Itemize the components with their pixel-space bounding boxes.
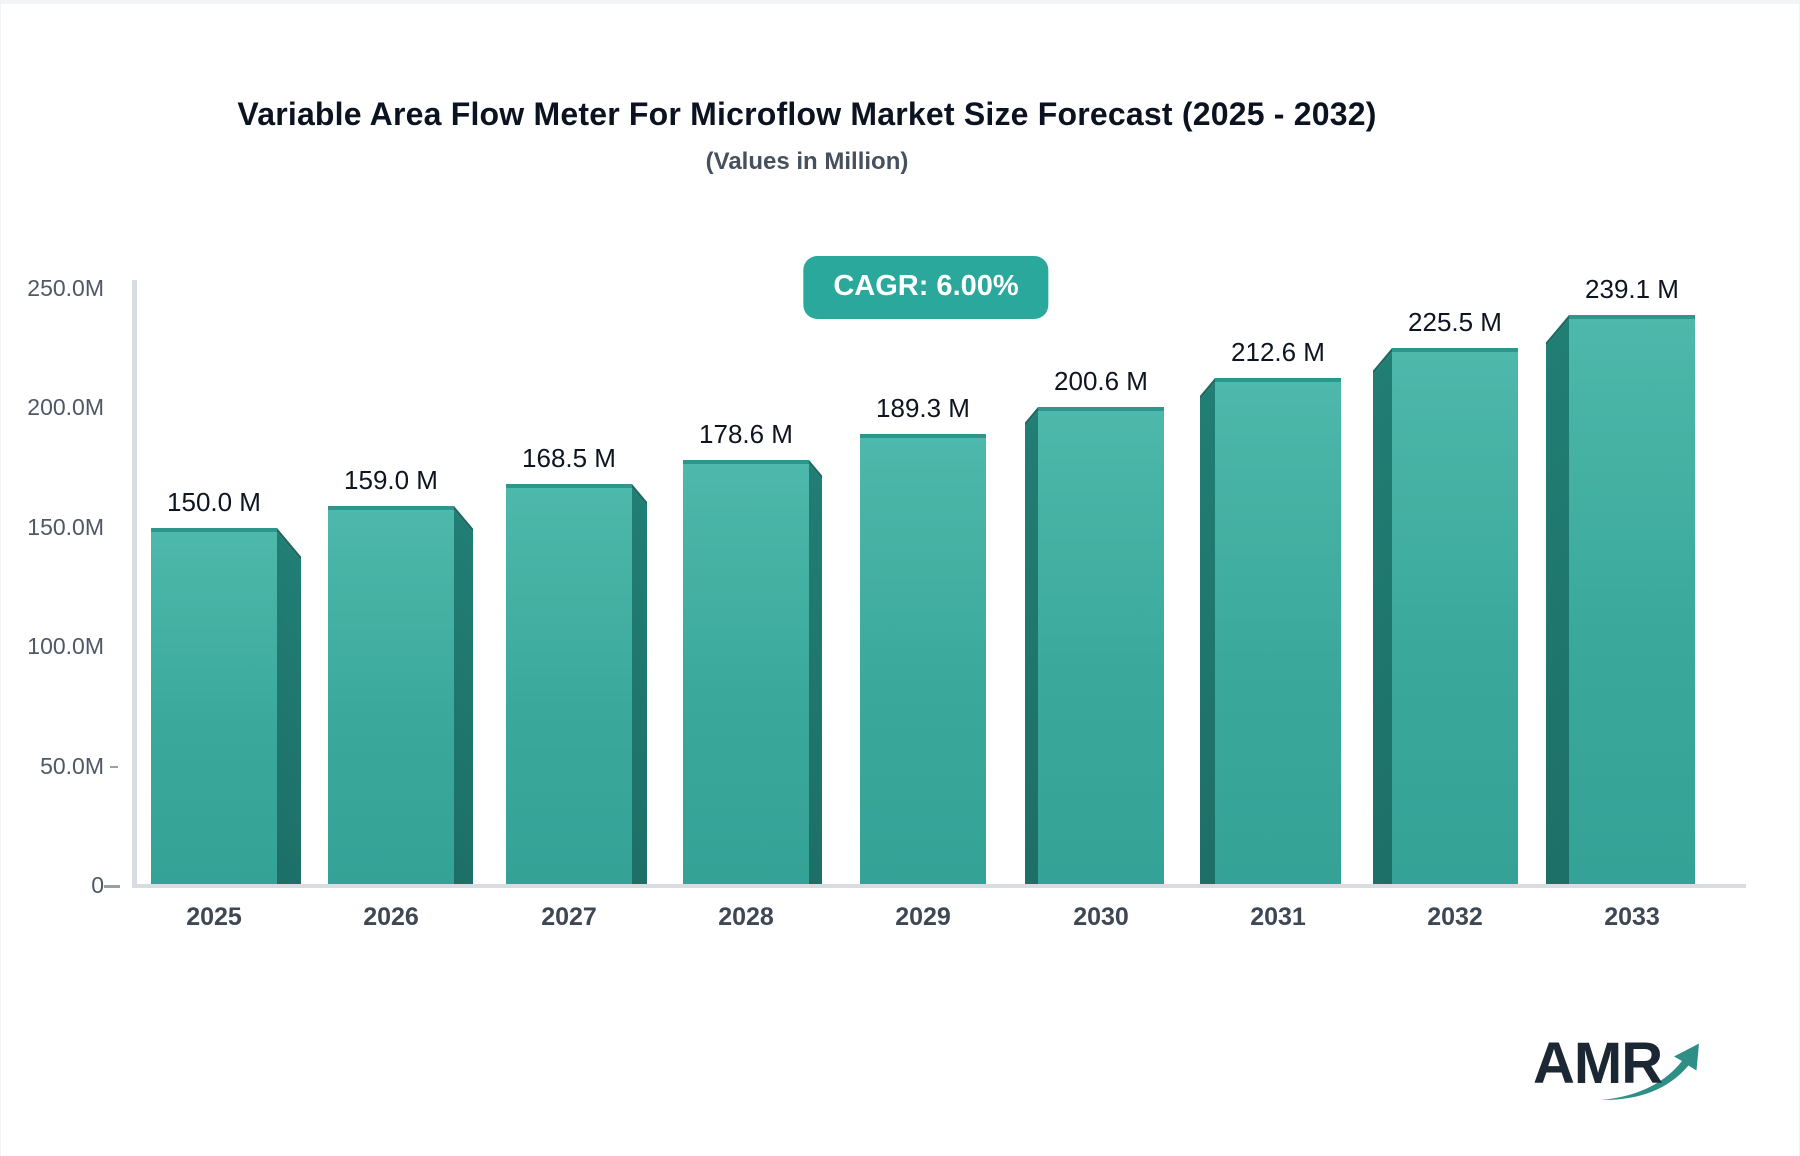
bar-value-label: 225.5 M [1408,307,1502,337]
x-axis-label-2030: 2030 [1073,903,1129,931]
bar-2032 [1392,348,1518,886]
bar-2031 [1215,378,1341,886]
bar-2028 [683,460,809,886]
bar-value-label: 159.0 M [344,465,438,495]
bar-value-label: 239.1 M [1585,274,1679,304]
x-axis-label-2031: 2031 [1250,903,1306,931]
y-axis-label-150.0M: 150.0M [27,514,104,540]
chart-title: Variable Area Flow Meter For Microflow M… [237,96,1377,132]
bar-value-label: 168.5 M [522,443,616,473]
bar-2027 [506,484,632,886]
x-axis-label-2026: 2026 [363,903,419,931]
bar-side-2025 [277,528,301,886]
bar-side-2030 [1025,407,1038,886]
amr-logo: AMR [1533,1026,1713,1110]
y-axis-label-100.0M: 100.0M [27,633,104,659]
bar-side-2026 [454,506,473,886]
bar-2025 [151,528,277,886]
page-top-strip [1,0,1799,4]
bar-side-2033 [1546,315,1569,886]
bar-2026 [328,506,454,886]
bar-value-label: 178.6 M [699,419,793,449]
cagr-badge: CAGR: 6.00% [803,256,1049,319]
x-axis-label-2033: 2033 [1604,903,1660,931]
bar-side-2032 [1373,348,1392,886]
y-axis-label-250.0M: 250.0M [27,275,104,301]
y-axis-tick [104,885,120,888]
bar-side-2031 [1200,378,1215,886]
bar-2030 [1038,407,1164,886]
y-axis-label-0: 0 [91,872,104,898]
y-axis-label-50.0M: 50.0M [40,753,104,779]
x-axis-label-2027: 2027 [541,903,597,931]
x-axis-line [132,884,1746,888]
x-axis-label-2032: 2032 [1427,903,1483,931]
growth-arrow-icon [1601,1043,1699,1101]
x-axis-label-2028: 2028 [718,903,774,931]
x-axis-label-2029: 2029 [895,903,951,931]
bar-value-label: 212.6 M [1231,337,1325,367]
y-axis-tick [110,766,118,768]
bar-value-label: 150.0 M [167,487,261,517]
y-axis-label-200.0M: 200.0M [27,394,104,420]
x-axis-label-2025: 2025 [186,903,242,931]
bar-2033 [1569,315,1695,886]
bar-2029 [860,434,986,886]
bar-side-2028 [809,460,822,886]
bars-layer [1,0,1800,886]
chart-subtitle: (Values in Million) [705,148,909,175]
bar-value-label: 200.6 M [1054,366,1148,396]
bar-value-label: 189.3 M [876,393,970,423]
amr-logo-text: AMR [1533,1031,1663,1096]
y-axis-line [132,280,137,887]
bar-side-2027 [632,484,647,886]
